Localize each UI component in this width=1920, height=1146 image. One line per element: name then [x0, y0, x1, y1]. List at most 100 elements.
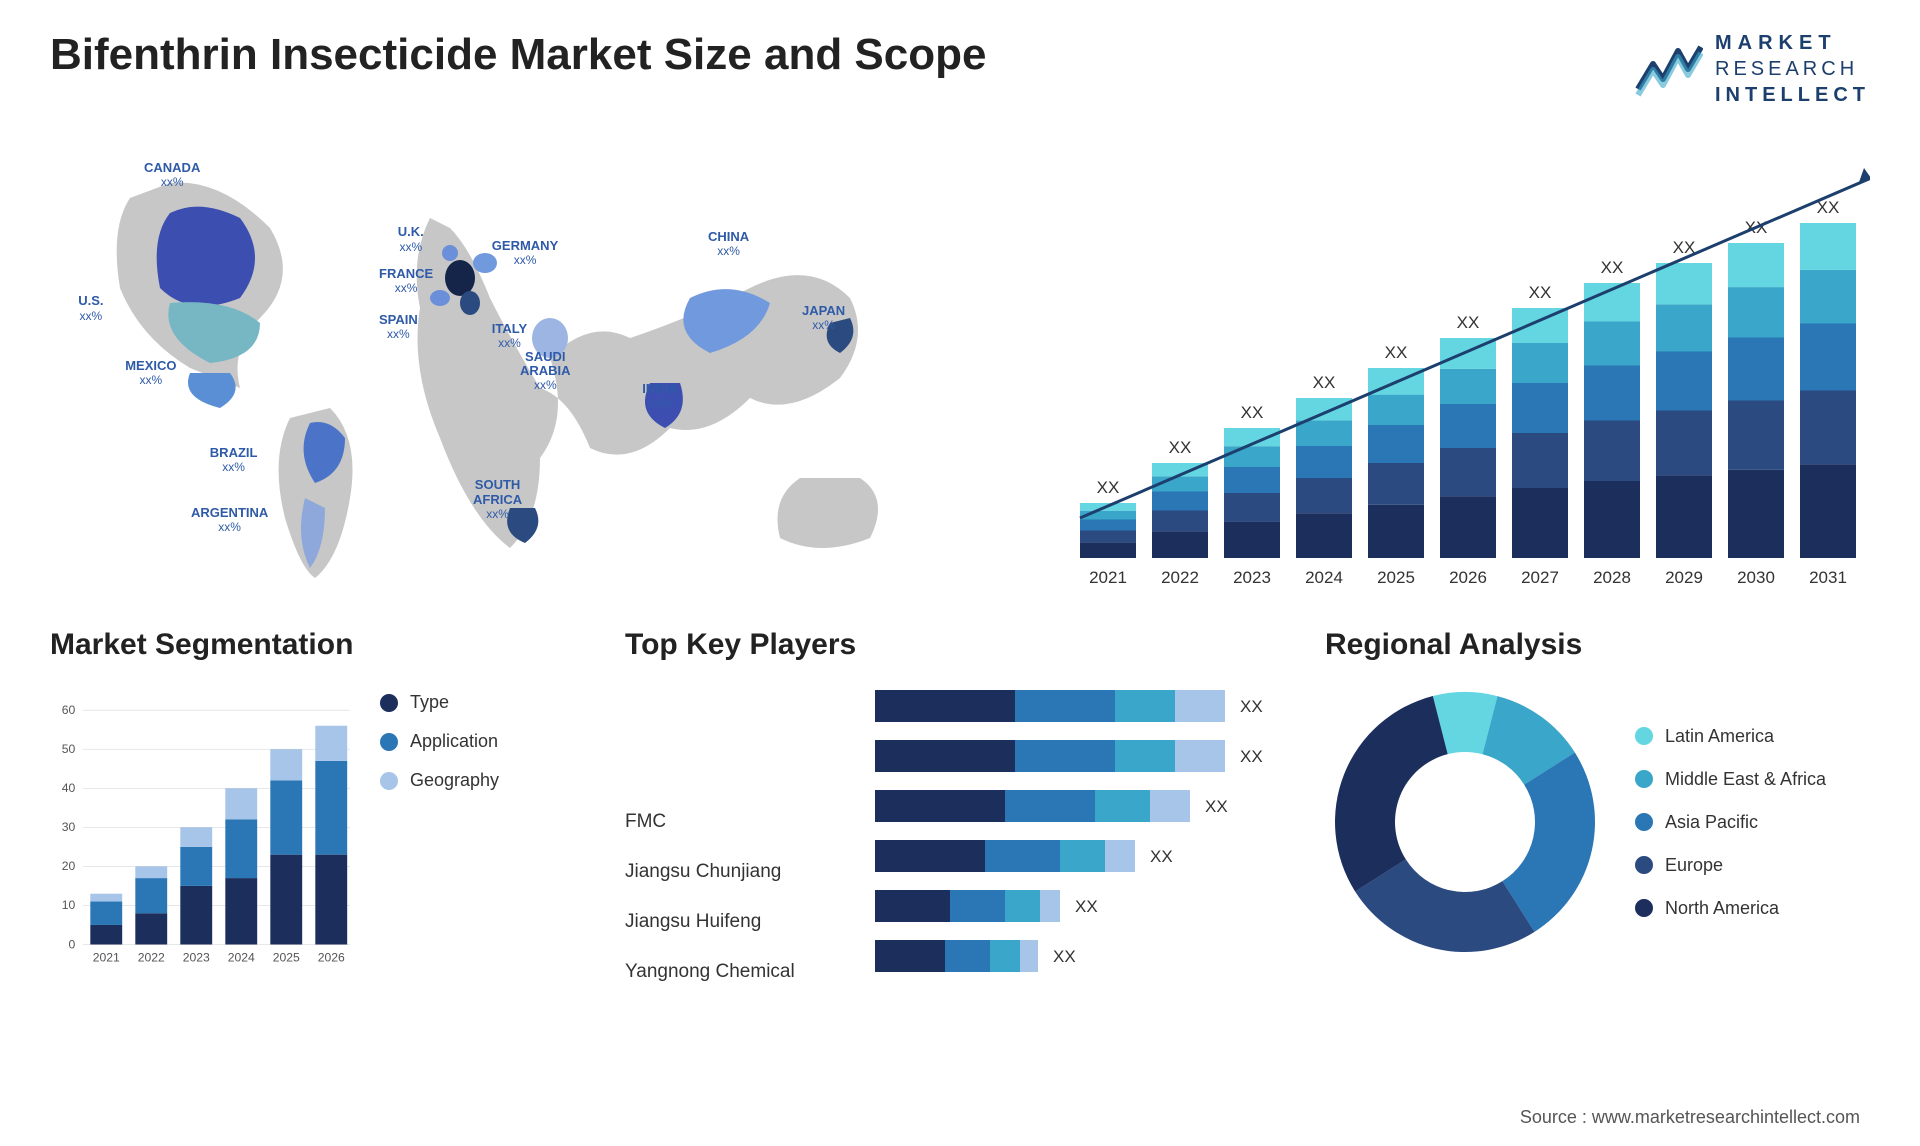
legend-item: Europe: [1635, 855, 1826, 876]
growth-year-label: 2024: [1305, 568, 1343, 587]
player-bar-seg: [875, 740, 1015, 772]
growth-bar-label: XX: [1601, 258, 1624, 277]
seg-bar-seg: [270, 780, 302, 854]
player-bar-seg: [1115, 740, 1175, 772]
map-mexico: [188, 373, 236, 408]
player-value-label: XX: [1205, 797, 1228, 816]
player-bar-seg: [945, 940, 990, 972]
growth-chart: XX2021XX2022XX2023XX2024XX2025XX2026XX20…: [1050, 138, 1870, 598]
map-label: MEXICOxx%: [125, 359, 176, 388]
seg-bar-seg: [180, 886, 212, 945]
svg-text:2025: 2025: [273, 950, 300, 964]
growth-bar-seg: [1296, 420, 1352, 446]
player-bar-seg: [875, 790, 1005, 822]
page-title: Bifenthrin Insecticide Market Size and S…: [50, 30, 986, 80]
regional-panel: Regional Analysis Latin AmericaMiddle Ea…: [1325, 628, 1870, 1048]
player-bar-seg: [1005, 790, 1095, 822]
legend-item: Type: [380, 692, 499, 713]
legend-item: Application: [380, 731, 499, 752]
map-label: CHINAxx%: [708, 230, 749, 259]
segmentation-title: Market Segmentation: [50, 628, 595, 662]
growth-bar-seg: [1728, 287, 1784, 337]
growth-bar-seg: [1800, 391, 1856, 465]
seg-bar-seg: [270, 749, 302, 780]
seg-bar-seg: [225, 820, 257, 879]
growth-year-label: 2021: [1089, 568, 1127, 587]
growth-bar-seg: [1584, 481, 1640, 558]
player-value-label: XX: [1150, 847, 1173, 866]
growth-bar-seg: [1584, 421, 1640, 482]
seg-bar-seg: [135, 878, 167, 913]
player-bar-seg: [950, 890, 1005, 922]
legend-item: North America: [1635, 898, 1826, 919]
growth-bar-seg: [1512, 343, 1568, 383]
growth-bar-seg: [1800, 324, 1856, 391]
growth-bar-seg: [1656, 411, 1712, 476]
growth-bar-seg: [1656, 475, 1712, 558]
growth-bar-seg: [1512, 383, 1568, 433]
logo-line2: RESEARCH: [1715, 56, 1870, 82]
regional-title: Regional Analysis: [1325, 628, 1870, 662]
svg-text:40: 40: [62, 781, 76, 795]
logo-line1: MARKET: [1715, 30, 1870, 56]
growth-bar-seg: [1080, 531, 1136, 543]
players-panel: Top Key Players FMCJiangsu ChunjiangJian…: [625, 628, 1295, 1048]
player-bar-seg: [1175, 690, 1225, 722]
player-bar-seg: [1015, 740, 1115, 772]
segmentation-panel: Market Segmentation 01020304050602021202…: [50, 628, 595, 1048]
growth-year-label: 2027: [1521, 568, 1559, 587]
seg-bar-seg: [315, 726, 347, 761]
player-bar-seg: [875, 940, 945, 972]
player-bar-seg: [1015, 690, 1115, 722]
regional-legend: Latin AmericaMiddle East & AfricaAsia Pa…: [1635, 726, 1826, 919]
brand-logo: MARKET RESEARCH INTELLECT: [1633, 30, 1870, 108]
segmentation-chart: 0102030405060202120222023202420252026: [50, 682, 350, 982]
players-title: Top Key Players: [625, 628, 1295, 662]
growth-bar-seg: [1224, 493, 1280, 522]
seg-bar-seg: [225, 878, 257, 944]
player-bar-seg: [1020, 940, 1038, 972]
player-bar-seg: [875, 890, 950, 922]
map-uk: [442, 245, 458, 261]
growth-bar-seg: [1584, 366, 1640, 421]
growth-year-label: 2023: [1233, 568, 1271, 587]
players-chart: XXXXXXXXXXXX: [875, 682, 1295, 992]
growth-bar-seg: [1512, 433, 1568, 488]
donut-slice: [1335, 696, 1448, 891]
map-label: BRAZILxx%: [210, 446, 258, 475]
growth-bar-seg: [1368, 463, 1424, 505]
svg-text:50: 50: [62, 742, 76, 756]
growth-bar-seg: [1224, 522, 1280, 558]
growth-bar-seg: [1152, 531, 1208, 558]
growth-year-label: 2030: [1737, 568, 1775, 587]
seg-bar-seg: [135, 913, 167, 944]
player-bar-seg: [990, 940, 1020, 972]
growth-year-label: 2028: [1593, 568, 1631, 587]
growth-year-label: 2026: [1449, 568, 1487, 587]
svg-text:20: 20: [62, 859, 76, 873]
player-bar-seg: [1175, 740, 1225, 772]
seg-bar-seg: [315, 761, 347, 855]
seg-bar-seg: [135, 866, 167, 878]
player-bar-seg: [1005, 890, 1040, 922]
growth-bar-seg: [1800, 464, 1856, 558]
growth-bar-label: XX: [1241, 403, 1264, 422]
svg-text:30: 30: [62, 820, 76, 834]
map-label: SOUTHAFRICAxx%: [473, 478, 522, 521]
seg-bar-seg: [270, 855, 302, 945]
player-bar-seg: [1150, 790, 1190, 822]
player-bar-seg: [875, 690, 1015, 722]
growth-bar-label: XX: [1385, 343, 1408, 362]
growth-bar-seg: [1440, 404, 1496, 448]
growth-bar-seg: [1296, 446, 1352, 478]
player-name: Jiangsu Chunjiang: [625, 856, 855, 888]
player-value-label: XX: [1075, 897, 1098, 916]
growth-bar-seg: [1152, 511, 1208, 532]
growth-bar-label: XX: [1169, 438, 1192, 457]
seg-bar-seg: [90, 925, 122, 945]
growth-bar-seg: [1440, 369, 1496, 404]
player-bar-seg: [1040, 890, 1060, 922]
map-label: ARGENTINAxx%: [191, 506, 268, 535]
growth-bar-label: XX: [1313, 373, 1336, 392]
map-label: SPAINxx%: [379, 313, 418, 342]
